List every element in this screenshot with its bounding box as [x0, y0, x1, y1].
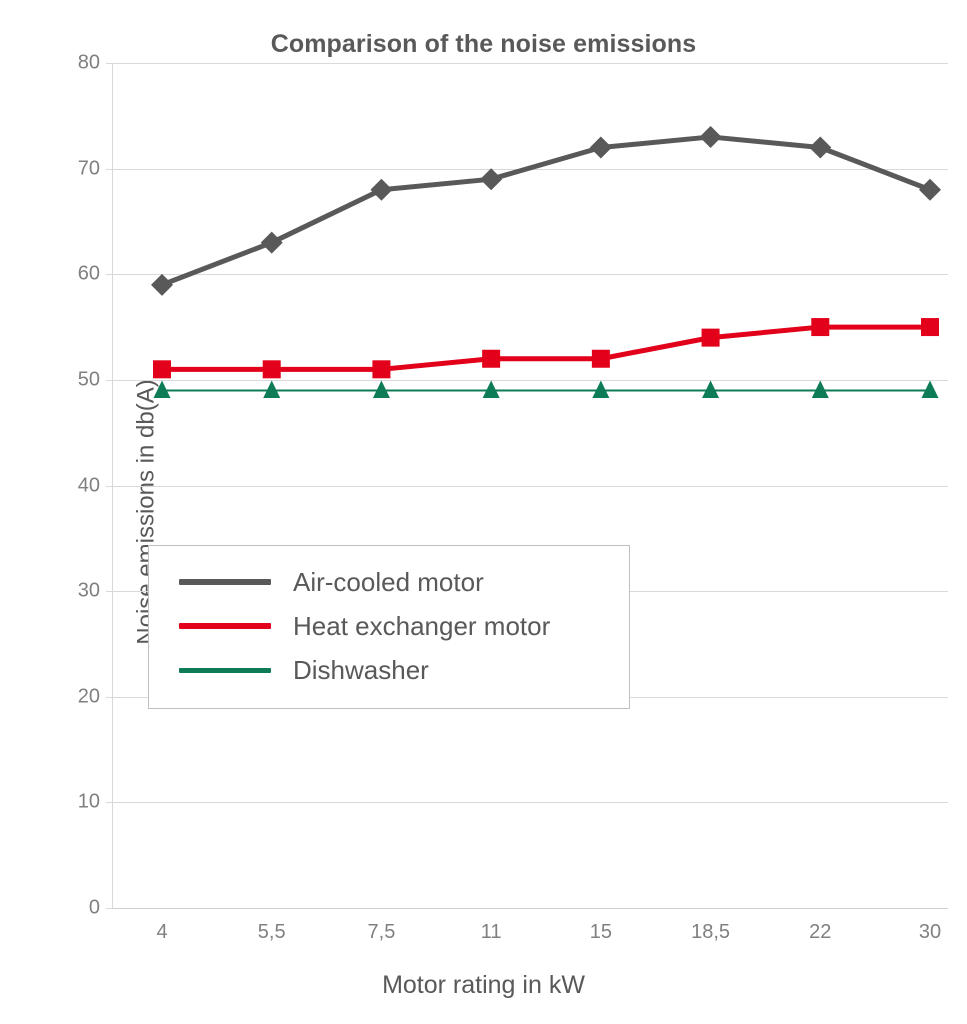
y-tick-mark-50 [106, 379, 112, 381]
gridline-10 [112, 802, 948, 804]
data-point-marker [701, 328, 720, 347]
y-tick-label-0: 0 [88, 896, 100, 919]
data-point-marker [921, 380, 939, 398]
legend-label-dishwasher: Dishwasher [293, 654, 429, 685]
data-point-marker [153, 380, 171, 398]
y-tick-label-80: 80 [77, 51, 100, 74]
y-tick-label-10: 10 [77, 790, 100, 813]
gridline-60 [112, 274, 948, 276]
legend-swatch-air-cooled-motor [179, 579, 271, 585]
data-point-marker [809, 136, 832, 159]
data-point-marker [482, 380, 500, 398]
legend-swatch-dishwasher [179, 667, 271, 673]
x-axis-title: Motor rating in kW [382, 971, 585, 999]
data-point-marker [372, 380, 390, 398]
x-tick-label-1: 5,5 [257, 921, 286, 943]
data-point-marker [370, 178, 393, 201]
plot-area: 0 10 20 30 40 50 60 70 80 4 5,5 7,5 11 15 18,5 22 30 [78, 52, 948, 943]
legend-label-air-cooled-motor: Air-cooled motor [293, 566, 484, 597]
x-tick-label-2: 7,5 [367, 921, 396, 943]
y-tick-label-50: 50 [77, 368, 100, 391]
data-point-marker [811, 380, 829, 398]
series-line-heat-exchanger-motor [159, 324, 933, 372]
gridline-80 [112, 63, 948, 64]
data-point-marker [482, 349, 501, 368]
gridline-50 [112, 379, 948, 381]
y-tick-label-20: 20 [77, 685, 100, 708]
x-tick-label-7: 30 [918, 921, 942, 943]
y-tick-label-70: 70 [77, 157, 100, 180]
data-point-marker [151, 273, 173, 296]
series-line-air-cooled-motor [159, 134, 933, 288]
data-point-marker [699, 125, 722, 148]
legend-label-heat-exchanger-motor: Heat exchanger motor [293, 610, 551, 641]
legend-item-dishwasher: Dishwasher [149, 648, 629, 692]
x-tick-label-5: 18,5 [691, 921, 731, 943]
y-tick-mark-40 [106, 485, 112, 487]
y-tick-mark-10 [106, 802, 112, 804]
data-point-marker [811, 318, 830, 337]
y-tick-mark-80 [106, 63, 112, 64]
y-tick-mark-70 [106, 168, 112, 170]
y-tick-label-60: 60 [77, 262, 100, 285]
legend-item-heat-exchanger-motor: Heat exchanger motor [149, 604, 629, 648]
data-point-marker [921, 318, 939, 337]
y-tick-mark-30 [106, 591, 112, 593]
chart-title: Comparison of the noise emissions [270, 30, 697, 58]
data-point-marker [702, 380, 720, 398]
data-point-marker [592, 380, 610, 398]
gridline-40 [112, 485, 948, 487]
legend-swatch-heat-exchanger-motor [179, 623, 271, 629]
y-tick-mark-60 [106, 274, 112, 276]
data-point-marker [591, 349, 610, 368]
data-point-marker [153, 360, 171, 379]
x-tick-label-6: 22 [809, 921, 832, 943]
data-point-marker [262, 360, 281, 379]
x-tick-label-0: 4 [156, 921, 168, 943]
legend-item-air-cooled-motor: Air-cooled motor [149, 560, 629, 604]
gridline-0 [112, 908, 948, 909]
data-point-marker [480, 168, 503, 191]
y-tick-mark-20 [106, 696, 112, 698]
data-point-marker [263, 380, 281, 398]
x-tick-label-4: 15 [589, 921, 612, 943]
data-point-marker [260, 231, 283, 254]
data-point-marker [372, 360, 391, 379]
data-point-marker [919, 178, 941, 201]
y-tick-mark-0 [106, 908, 112, 909]
y-tick-label-40: 40 [77, 474, 100, 496]
data-point-marker [589, 136, 612, 159]
y-tick-label-30: 30 [77, 579, 100, 602]
series-plot [151, 125, 941, 398]
chart-legend: Air-cooled motor Heat exchanger motor Di… [148, 545, 630, 709]
x-tick-label-3: 11 [480, 921, 502, 943]
